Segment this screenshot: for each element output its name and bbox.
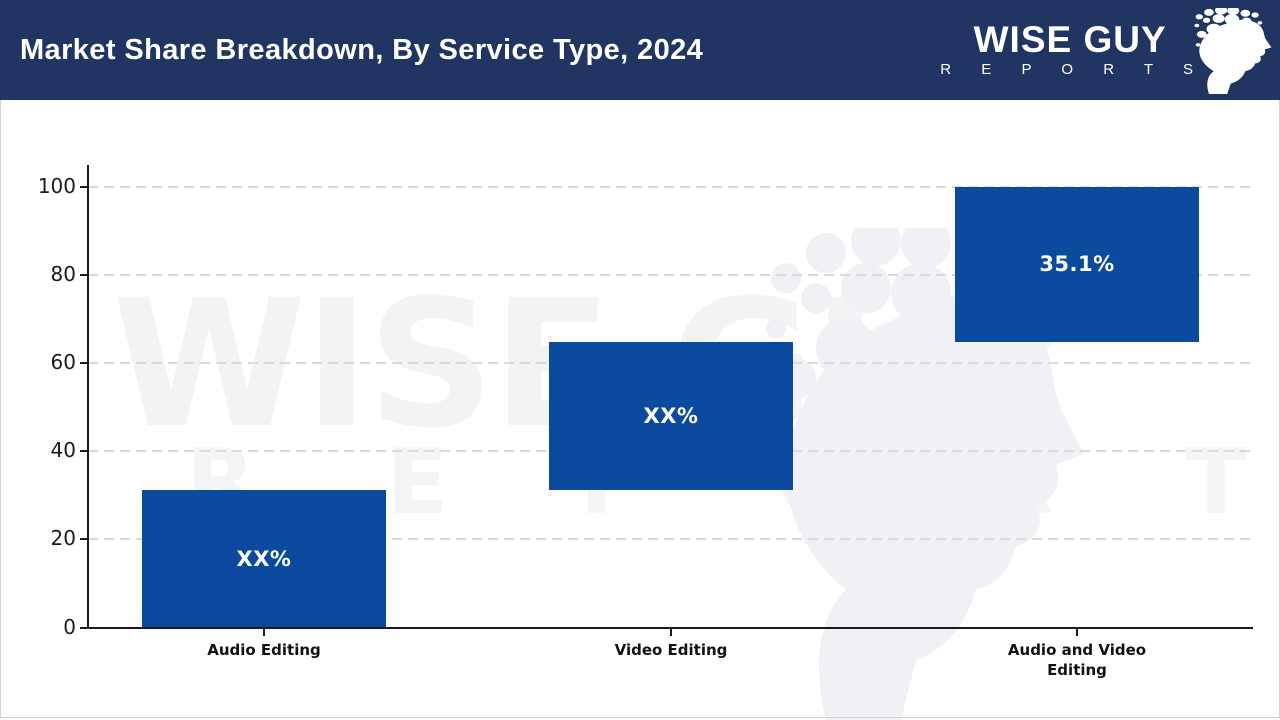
y-tick-mark bbox=[80, 186, 87, 188]
y-tick-mark bbox=[80, 626, 87, 629]
bar-3: 35.1% bbox=[955, 187, 1199, 342]
y-tick-label: 40 bbox=[50, 438, 76, 463]
logo-wordmark: WISE GUY bbox=[973, 19, 1167, 60]
y-tick-label: 80 bbox=[50, 262, 76, 287]
y-tick-label: 100 bbox=[37, 174, 76, 198]
gridline-20 bbox=[88, 538, 1253, 541]
header-bar: Market Share Breakdown, By Service Type,… bbox=[0, 0, 1280, 100]
logo-subtitle: R E P O R T S bbox=[940, 61, 1206, 78]
gridline-100 bbox=[88, 186, 1253, 188]
x-tick-mark bbox=[1076, 629, 1078, 636]
y-tick-mark bbox=[80, 538, 87, 541]
bar-value-label: XX% bbox=[236, 546, 292, 571]
category-label: Audio Editing bbox=[207, 641, 321, 659]
wiseguy-head-icon bbox=[1194, 8, 1272, 94]
bar-value-label: 35.1% bbox=[1039, 252, 1115, 277]
x-axis-spine bbox=[87, 627, 1253, 629]
y-tick-mark bbox=[80, 362, 87, 365]
bar-2: XX% bbox=[549, 341, 793, 491]
gridline-80 bbox=[88, 274, 1253, 277]
page-title: Market Share Breakdown, By Service Type,… bbox=[20, 33, 704, 66]
y-tick-label: 60 bbox=[50, 350, 76, 375]
category-label: Audio and Video Editing bbox=[1007, 641, 1147, 679]
y-tick-label: 20 bbox=[50, 526, 76, 551]
x-tick-mark bbox=[670, 629, 672, 636]
y-tick-label: 0 bbox=[63, 614, 76, 639]
page-border-left bbox=[0, 100, 1, 718]
y-tick-mark bbox=[80, 450, 87, 453]
logo-text: WISE GUY R E P O R T S bbox=[934, 21, 1206, 79]
wiseguy-logo: WISE GUY R E P O R T S bbox=[934, 6, 1280, 94]
category-label: Video Editing bbox=[614, 641, 728, 659]
bar-1: XX% bbox=[142, 490, 386, 628]
bar-value-label: XX% bbox=[643, 403, 699, 428]
x-tick-mark bbox=[263, 629, 265, 636]
y-tick-mark bbox=[80, 274, 87, 277]
y-axis-spine bbox=[87, 165, 89, 629]
page-border-bottom bbox=[0, 717, 1280, 718]
